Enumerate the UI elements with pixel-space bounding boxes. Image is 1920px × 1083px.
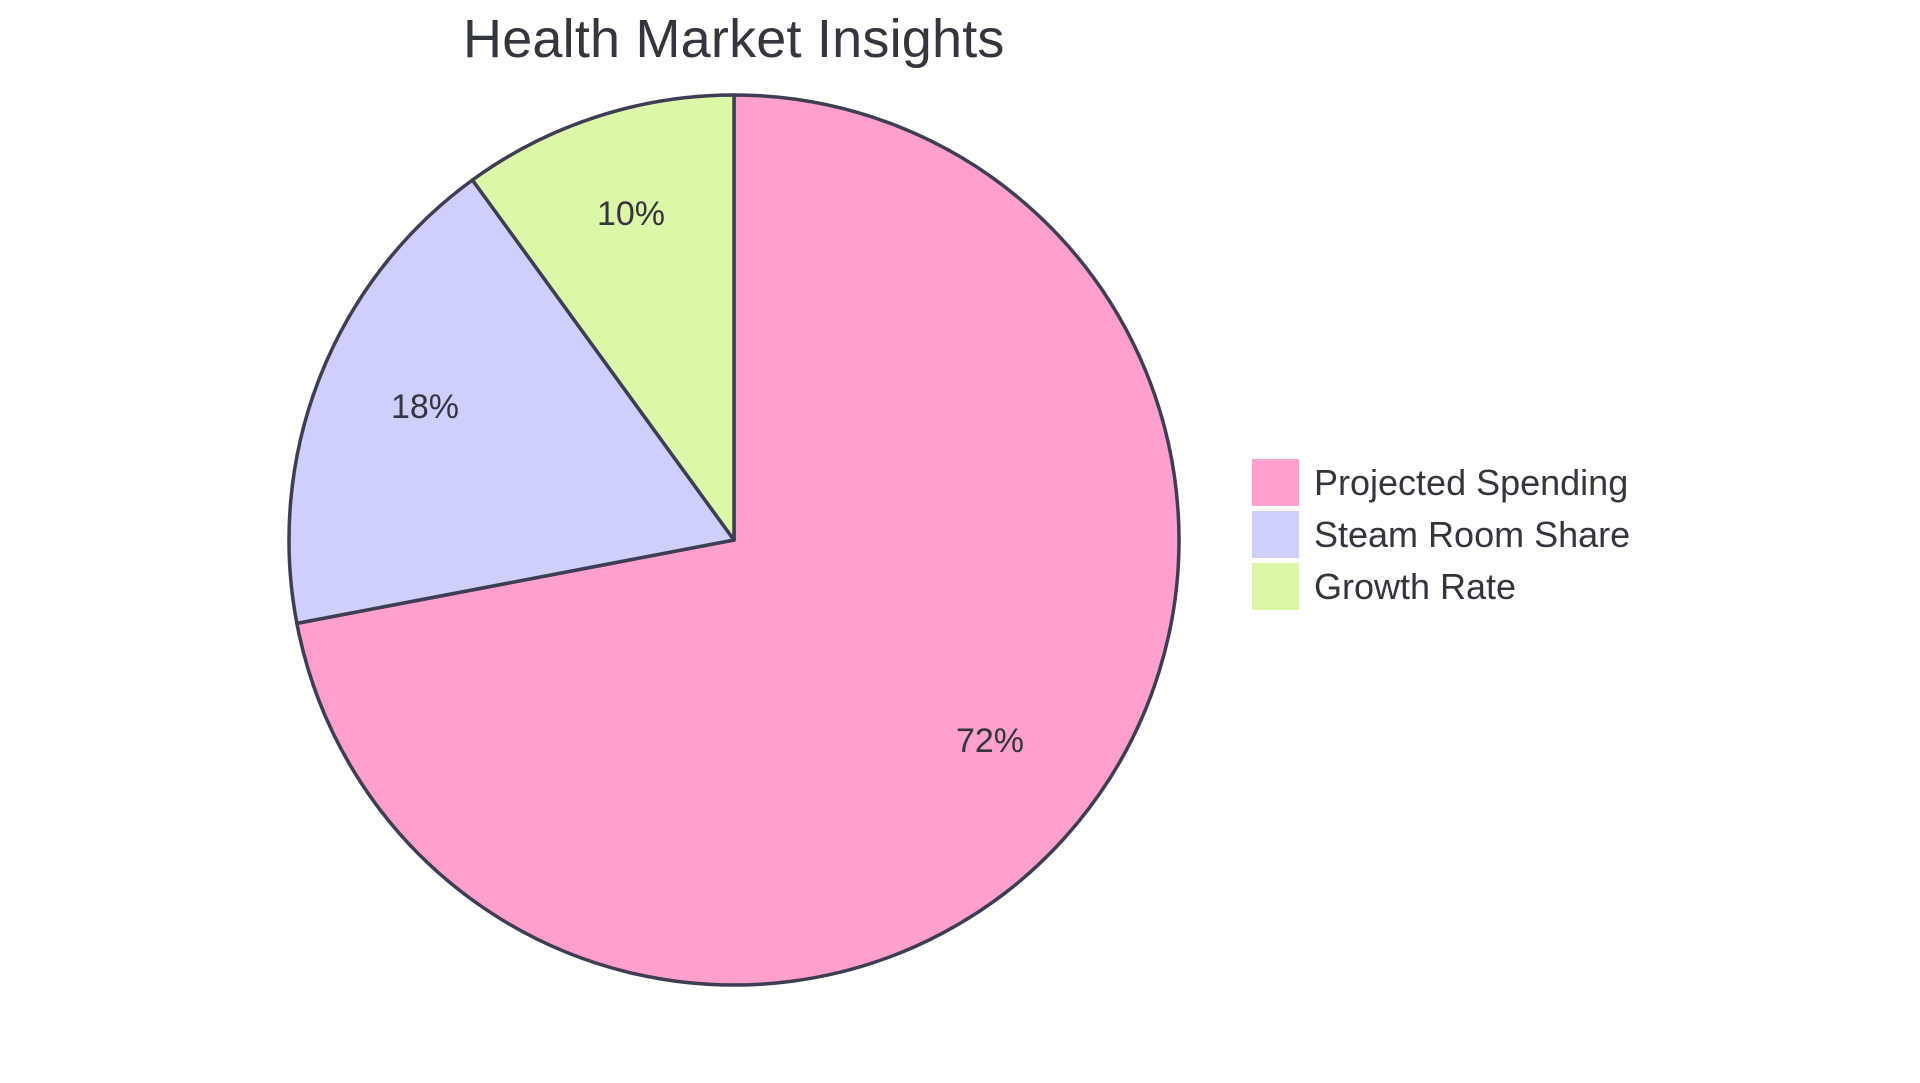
svg-text:18%: 18%	[391, 388, 459, 426]
svg-text:10%: 10%	[597, 195, 665, 233]
svg-text:72%: 72%	[956, 722, 1024, 760]
